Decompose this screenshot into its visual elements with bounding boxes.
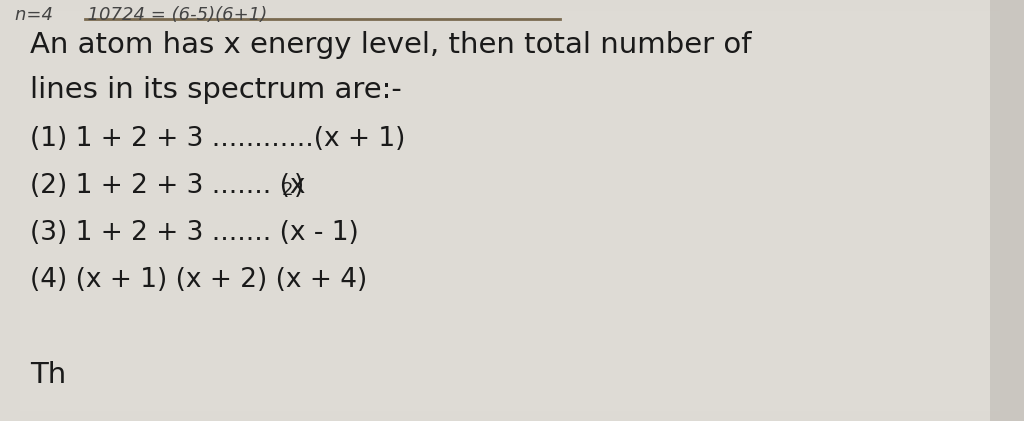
Text: 2: 2 — [282, 181, 294, 199]
Text: (2) 1 + 2 + 3 ....... (x: (2) 1 + 2 + 3 ....... (x — [30, 173, 305, 199]
Text: ): ) — [294, 173, 304, 199]
Text: (1) 1 + 2 + 3 ............(x + 1): (1) 1 + 2 + 3 ............(x + 1) — [30, 126, 406, 152]
Text: (4) (x + 1) (x + 2) (x + 4): (4) (x + 1) (x + 2) (x + 4) — [30, 267, 368, 293]
Text: An atom has x energy level, then total number of: An atom has x energy level, then total n… — [30, 31, 752, 59]
Text: Th: Th — [30, 361, 67, 389]
Text: lines in its spectrum are:-: lines in its spectrum are:- — [30, 76, 401, 104]
FancyBboxPatch shape — [20, 11, 1000, 411]
FancyBboxPatch shape — [990, 0, 1024, 421]
Text: n=4      10724 = (6-5)(6+1): n=4 10724 = (6-5)(6+1) — [15, 6, 267, 24]
Text: (3) 1 + 2 + 3 ....... (x - 1): (3) 1 + 2 + 3 ....... (x - 1) — [30, 220, 358, 246]
